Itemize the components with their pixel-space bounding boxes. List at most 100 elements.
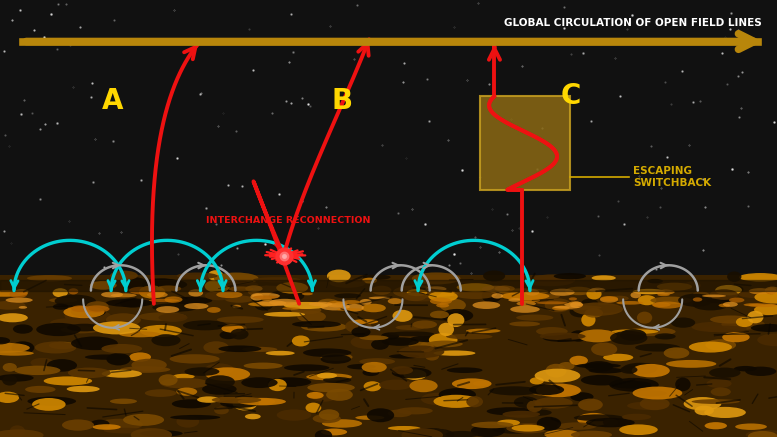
Ellipse shape [739,273,777,281]
Ellipse shape [586,418,635,427]
Ellipse shape [527,400,542,412]
Ellipse shape [323,377,351,383]
Ellipse shape [110,399,137,404]
Ellipse shape [335,302,348,305]
Ellipse shape [425,286,447,291]
Ellipse shape [346,304,364,312]
Ellipse shape [600,296,618,301]
Ellipse shape [312,414,341,423]
Ellipse shape [129,287,152,295]
Ellipse shape [355,416,385,420]
Ellipse shape [619,424,658,435]
Ellipse shape [90,420,110,428]
Ellipse shape [225,295,253,303]
Ellipse shape [655,289,674,295]
Ellipse shape [552,306,570,310]
Ellipse shape [610,296,629,301]
Ellipse shape [140,325,182,337]
Ellipse shape [466,396,483,407]
Ellipse shape [616,301,643,305]
Ellipse shape [536,384,581,397]
Ellipse shape [721,319,765,330]
Ellipse shape [367,408,394,422]
Ellipse shape [710,289,738,300]
Ellipse shape [448,313,465,327]
Ellipse shape [172,399,211,408]
Ellipse shape [214,406,229,414]
Ellipse shape [53,304,68,310]
Ellipse shape [15,366,61,375]
Ellipse shape [0,430,44,437]
Ellipse shape [545,298,572,312]
Ellipse shape [92,424,120,430]
Ellipse shape [413,320,437,329]
Ellipse shape [403,369,427,380]
Ellipse shape [440,298,466,312]
Ellipse shape [351,327,371,337]
Ellipse shape [258,285,287,294]
Ellipse shape [205,375,235,388]
Ellipse shape [379,380,413,390]
Ellipse shape [420,342,434,352]
Ellipse shape [12,341,34,354]
Ellipse shape [61,326,100,333]
Ellipse shape [361,304,386,312]
Ellipse shape [620,366,637,374]
Ellipse shape [292,321,341,328]
Ellipse shape [90,281,117,290]
Ellipse shape [54,295,96,307]
Ellipse shape [664,347,689,359]
Ellipse shape [172,374,194,379]
Ellipse shape [527,277,573,286]
Ellipse shape [381,333,399,340]
Ellipse shape [327,270,350,282]
Ellipse shape [306,373,352,380]
Ellipse shape [0,313,28,323]
Ellipse shape [160,378,209,388]
Ellipse shape [495,285,515,292]
Ellipse shape [634,390,667,396]
Ellipse shape [318,299,338,307]
Ellipse shape [429,333,458,347]
Ellipse shape [120,366,170,373]
Ellipse shape [552,305,601,310]
Ellipse shape [395,325,425,330]
Ellipse shape [571,431,612,437]
Ellipse shape [315,430,333,437]
Ellipse shape [692,399,740,404]
Ellipse shape [500,292,549,300]
Ellipse shape [353,319,378,324]
Ellipse shape [44,376,92,385]
Ellipse shape [320,353,353,361]
Ellipse shape [719,304,730,307]
Ellipse shape [228,286,253,291]
Ellipse shape [530,386,552,395]
Ellipse shape [573,414,624,421]
Ellipse shape [218,346,261,352]
Ellipse shape [514,396,538,408]
Ellipse shape [37,323,81,336]
Ellipse shape [25,386,56,393]
Ellipse shape [537,417,561,431]
Ellipse shape [754,304,777,315]
Ellipse shape [482,286,510,292]
Ellipse shape [517,301,536,306]
Ellipse shape [220,331,237,339]
Ellipse shape [486,407,534,415]
Ellipse shape [722,332,750,342]
Ellipse shape [308,302,333,306]
Ellipse shape [635,343,681,352]
Ellipse shape [406,289,427,296]
Ellipse shape [735,423,767,430]
Ellipse shape [321,429,347,435]
Ellipse shape [523,409,552,416]
Ellipse shape [321,355,351,364]
Ellipse shape [212,396,261,403]
Ellipse shape [284,302,329,309]
Ellipse shape [457,283,494,291]
Ellipse shape [205,364,234,375]
Ellipse shape [364,381,382,392]
Text: ESCAPING
SWITCHBACK: ESCAPING SWITCHBACK [633,166,712,188]
Ellipse shape [221,284,260,292]
Ellipse shape [345,319,371,333]
